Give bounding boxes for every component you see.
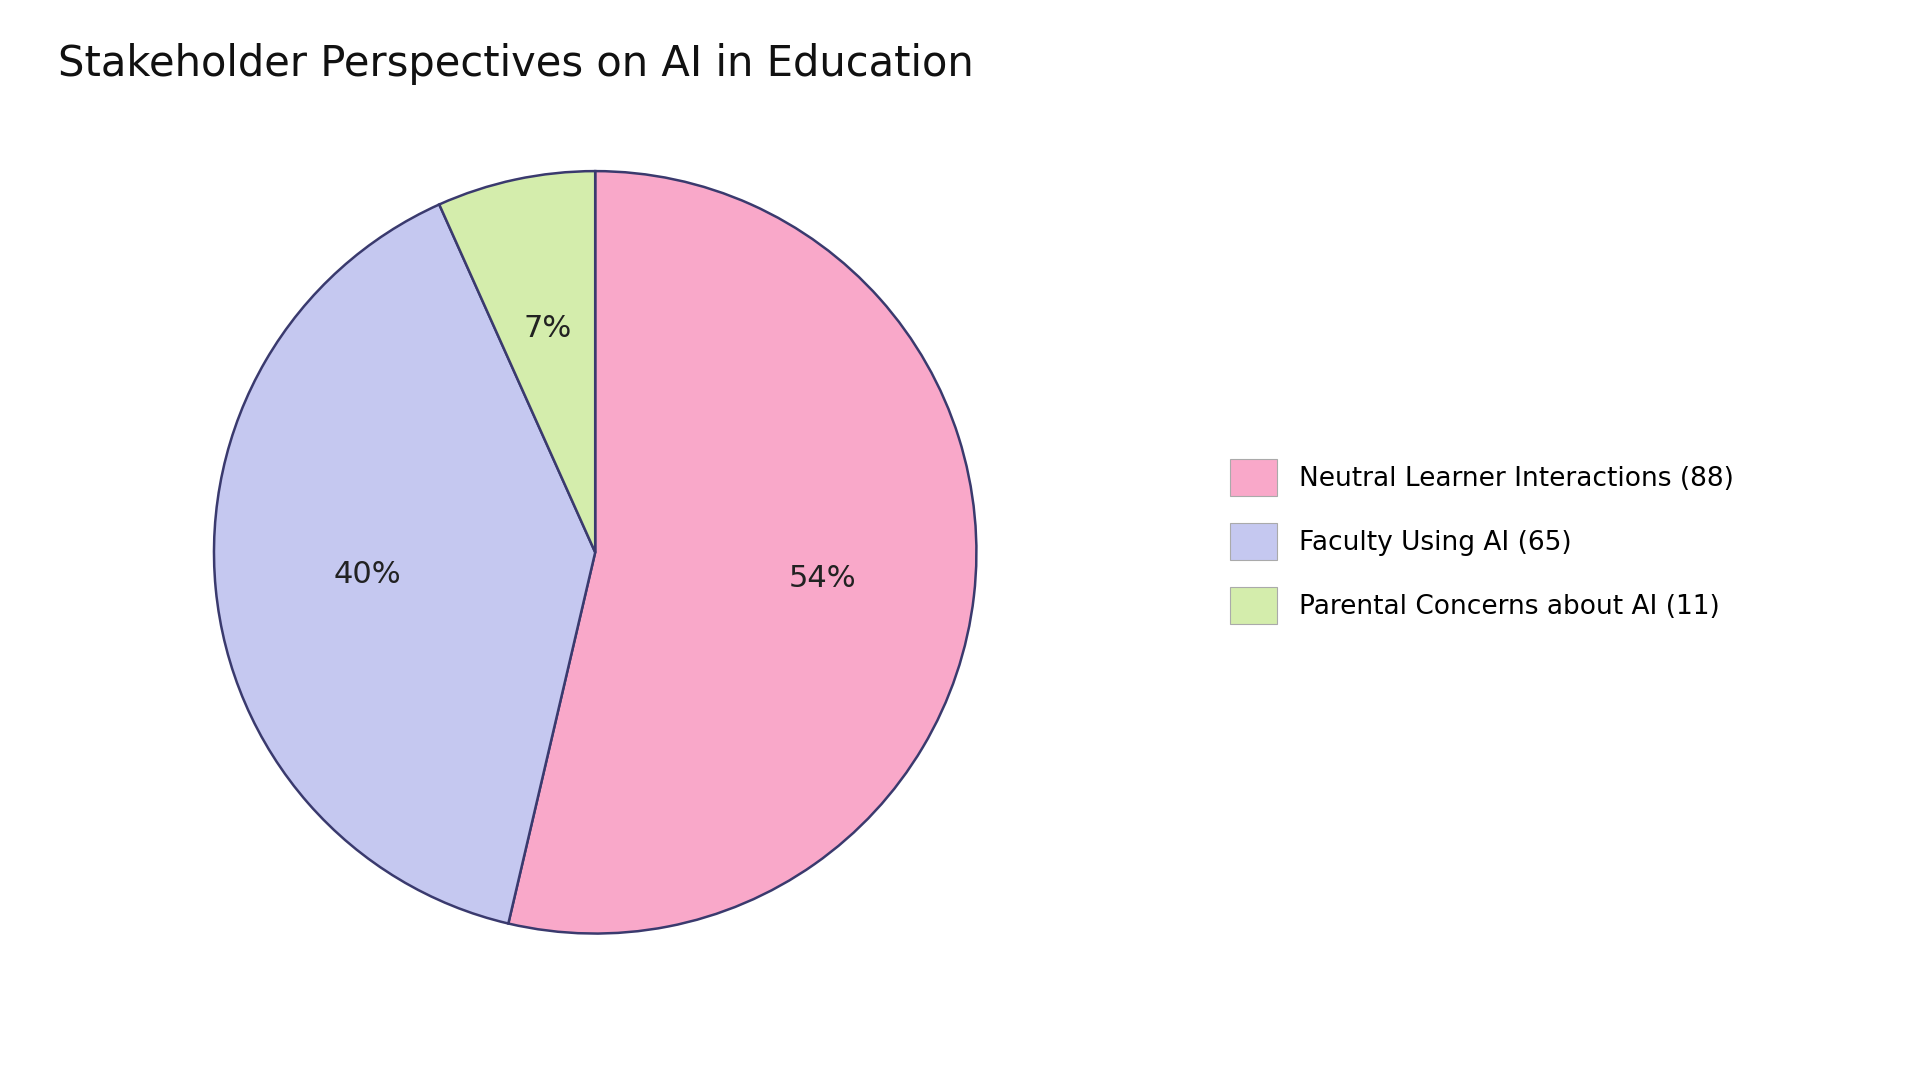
Text: 40%: 40% [334, 560, 401, 589]
Wedge shape [440, 171, 595, 552]
Legend: Neutral Learner Interactions (88), Faculty Using AI (65), Parental Concerns abou: Neutral Learner Interactions (88), Facul… [1204, 433, 1761, 650]
Wedge shape [509, 171, 977, 934]
Text: Stakeholder Perspectives on AI in Education: Stakeholder Perspectives on AI in Educat… [58, 43, 973, 86]
Text: 7%: 7% [524, 314, 572, 343]
Text: 54%: 54% [789, 564, 856, 593]
Wedge shape [213, 205, 595, 924]
